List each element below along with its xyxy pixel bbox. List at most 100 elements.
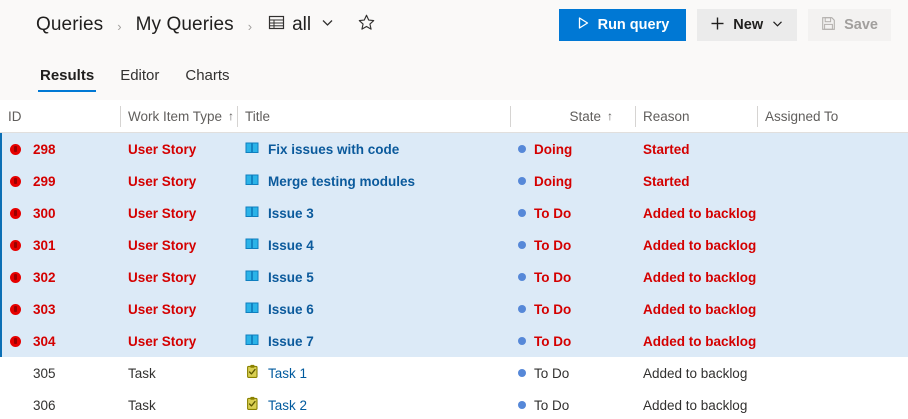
work-item-id: 302 (33, 269, 56, 285)
column-divider[interactable] (510, 106, 511, 127)
cell-state: Doing (510, 133, 635, 165)
work-item-reason: Started (643, 141, 690, 157)
cell-title[interactable]: Issue 7 (237, 325, 510, 357)
work-item-type: Task (128, 397, 156, 413)
column-header-work-item-type[interactable]: Work Item Type ↑ (120, 100, 237, 133)
column-divider[interactable] (635, 106, 636, 127)
work-item-type: User Story (128, 333, 197, 349)
table-row[interactable]: 305 Task Task 1 To Do Added to backlog (0, 357, 908, 389)
table-row[interactable]: 301 User Story Issue 4 To Do Added to backlo… (0, 229, 908, 261)
cell-id[interactable]: 301 (0, 229, 120, 261)
cell-state: Doing (510, 165, 635, 197)
column-divider[interactable] (237, 106, 238, 127)
view-label: all (292, 14, 312, 35)
cell-assigned-to (757, 165, 908, 197)
work-item-reason: Added to backlog (643, 333, 757, 349)
work-item-state: Doing (534, 141, 573, 157)
work-item-title-link[interactable]: Issue 6 (268, 301, 314, 317)
cell-id[interactable]: 306 (0, 389, 120, 419)
run-query-button[interactable]: Run query (558, 9, 687, 41)
table-row[interactable]: 302 User Story Issue 5 To Do Added to backlo… (0, 261, 908, 293)
star-icon (357, 13, 376, 37)
column-divider[interactable] (120, 106, 121, 127)
tab-charts[interactable]: Charts (185, 66, 230, 84)
state-dot-icon (518, 209, 526, 217)
cell-title[interactable]: Merge testing modules (237, 165, 510, 197)
cell-assigned-to (757, 293, 908, 325)
breadcrumb-folder[interactable]: My Queries (135, 14, 234, 35)
state-dot-icon (518, 273, 526, 281)
tab-results[interactable]: Results (38, 50, 97, 100)
cell-reason: Added to backlog (635, 293, 757, 325)
sort-indicator-icon: ↑ (228, 108, 235, 123)
column-header-state[interactable]: State ↑ (510, 100, 635, 133)
state-dot-icon (518, 305, 526, 313)
column-header-label: Reason (643, 109, 690, 124)
table-row[interactable]: 306 Task Task 2 To Do Added to backlog (0, 389, 908, 419)
work-item-title-link[interactable]: Task 2 (268, 397, 308, 413)
work-item-state: To Do (534, 205, 572, 221)
cell-title[interactable]: Issue 5 (237, 261, 510, 293)
work-item-id: 305 (33, 365, 56, 381)
user-story-icon (245, 268, 260, 286)
work-item-id: 299 (33, 173, 56, 189)
column-header-title[interactable]: Title (237, 100, 510, 133)
work-item-reason: Added to backlog (643, 365, 748, 381)
work-item-title-link[interactable]: Issue 7 (268, 333, 314, 349)
cell-title[interactable]: Issue 6 (237, 293, 510, 325)
chevron-down-icon (320, 15, 335, 35)
table-row[interactable]: 298 User Story Fix issues with code Doing St… (0, 133, 908, 165)
cell-title[interactable]: Issue 3 (237, 197, 510, 229)
table-row[interactable]: 303 User Story Issue 6 To Do Added to backlo… (0, 293, 908, 325)
cell-id[interactable]: 302 (0, 261, 120, 293)
blocked-icon (10, 335, 21, 347)
cell-reason: Added to backlog (635, 325, 757, 357)
user-story-icon (245, 204, 260, 222)
cell-reason: Added to backlog (635, 357, 757, 389)
new-button[interactable]: New (697, 9, 798, 41)
column-header-reason[interactable]: Reason (635, 100, 757, 133)
save-button[interactable]: Save (808, 9, 891, 41)
column-header-id[interactable]: ID (0, 100, 120, 133)
column-header-label: Assigned To (765, 109, 839, 124)
work-item-title-link[interactable]: Issue 5 (268, 269, 314, 285)
cell-state: To Do (510, 325, 635, 357)
view-selector[interactable]: all (268, 14, 335, 36)
cell-work-item-type: Task (120, 389, 237, 419)
favorite-button[interactable] (357, 13, 376, 37)
work-item-state: To Do (534, 397, 570, 413)
cell-title[interactable]: Task 2 (237, 389, 510, 419)
column-divider[interactable] (757, 106, 758, 127)
table-row[interactable]: 299 User Story Merge testing modules Doing S… (0, 165, 908, 197)
cell-state: To Do (510, 261, 635, 293)
tab-editor[interactable]: Editor (120, 66, 160, 84)
cell-id[interactable]: 298 (0, 133, 120, 165)
grid-header-row: ID Work Item Type ↑ Title State ↑ Reason (0, 100, 908, 133)
cell-id[interactable]: 303 (0, 293, 120, 325)
cell-title[interactable]: Issue 4 (237, 229, 510, 261)
cell-reason: Added to backlog (635, 389, 757, 419)
table-row[interactable]: 304 User Story Issue 7 To Do Added to backlo… (0, 325, 908, 357)
user-story-icon (245, 172, 260, 190)
state-dot-icon (518, 145, 526, 153)
user-story-icon (245, 300, 260, 318)
work-item-title-link[interactable]: Issue 4 (268, 237, 314, 253)
work-item-title-link[interactable]: Fix issues with code (268, 141, 400, 157)
cell-id[interactable]: 304 (0, 325, 120, 357)
column-header-assigned-to[interactable]: Assigned To (757, 100, 908, 133)
work-item-state: To Do (534, 269, 572, 285)
work-item-title-link[interactable]: Task 1 (268, 365, 308, 381)
cell-work-item-type: User Story (120, 293, 237, 325)
cell-title[interactable]: Task 1 (237, 357, 510, 389)
state-dot-icon (518, 337, 526, 345)
cell-state: To Do (510, 293, 635, 325)
table-row[interactable]: 300 User Story Issue 3 To Do Added to backlo… (0, 197, 908, 229)
cell-id[interactable]: 305 (0, 357, 120, 389)
breadcrumb-root[interactable]: Queries (36, 14, 104, 35)
cell-id[interactable]: 300 (0, 197, 120, 229)
cell-id[interactable]: 299 (0, 165, 120, 197)
work-item-title-link[interactable]: Merge testing modules (268, 173, 416, 189)
work-item-title-link[interactable]: Issue 3 (268, 205, 314, 221)
cell-title[interactable]: Fix issues with code (237, 133, 510, 165)
work-item-type: User Story (128, 141, 197, 157)
